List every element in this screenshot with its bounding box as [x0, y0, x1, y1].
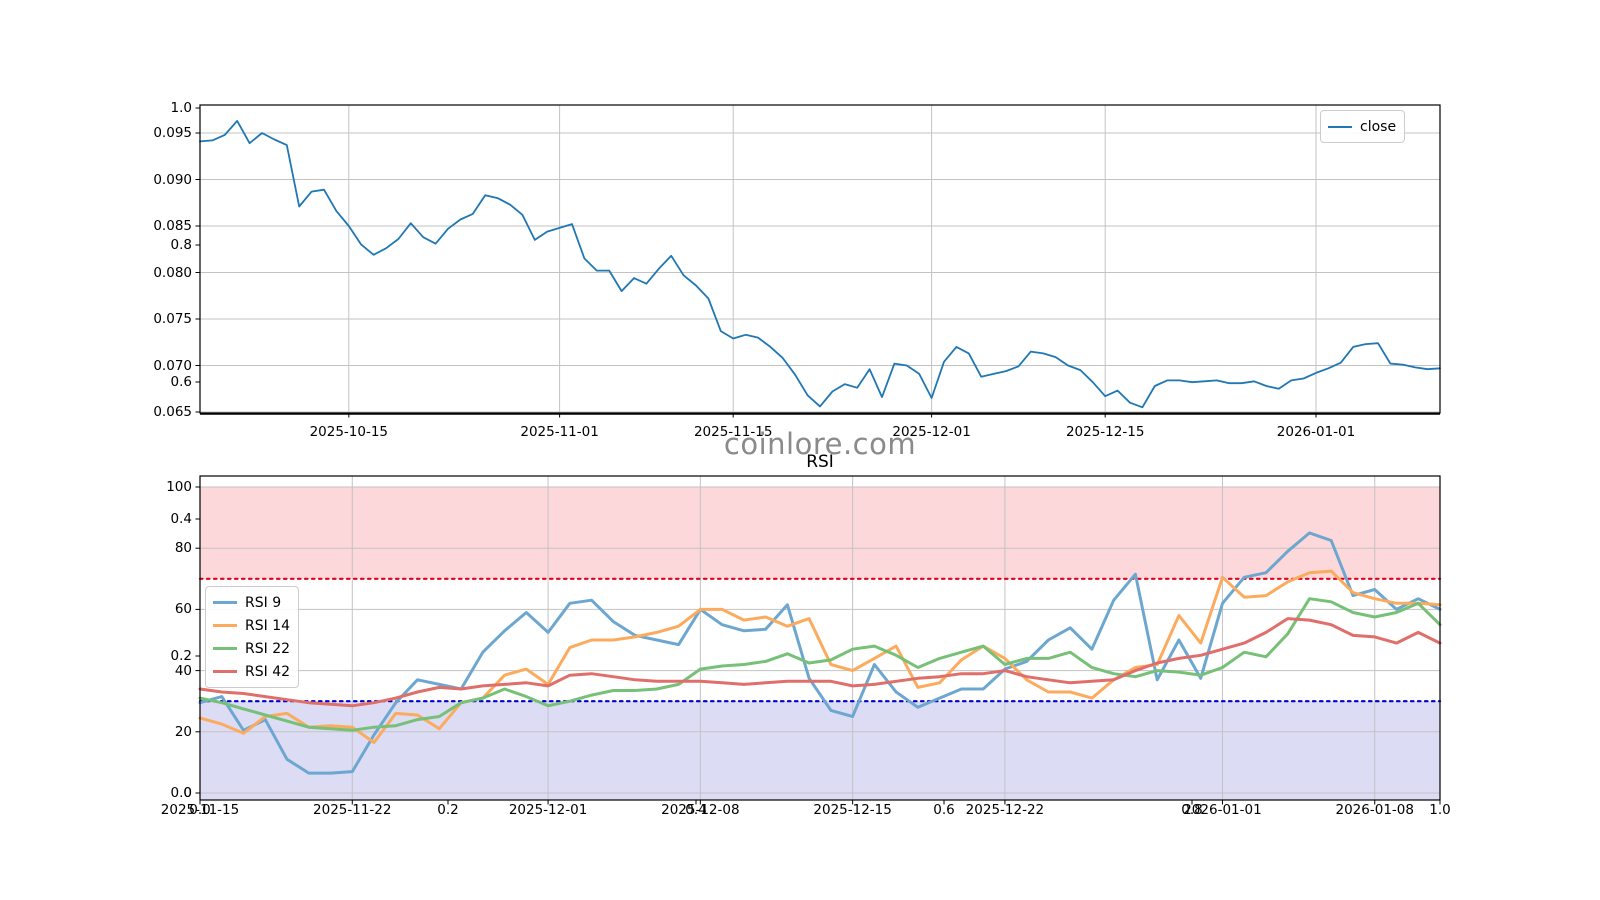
rsi9-line-swatch — [213, 601, 237, 604]
legend-item-rsi42: RSI 42 — [213, 660, 290, 683]
rsi-chart-title: RSI — [806, 452, 834, 472]
price-x-tick-label: 2025-10-15 — [309, 424, 389, 440]
price-y-tick-label: 0.090 — [153, 171, 192, 188]
legend-item-rsi9: RSI 9 — [213, 591, 290, 614]
price-y-tick-label: 0.095 — [153, 125, 192, 141]
overlay-x-tick-label: 0.8 — [1181, 802, 1203, 818]
rsi-x-tick-label: 2026-01-01 — [1183, 802, 1262, 818]
rsi-y-tick-label: 20 — [174, 723, 192, 740]
rsi-x-tick-label: 2025-11-15 — [160, 802, 240, 818]
overlay-x-tick-label: 0.6 — [933, 802, 955, 818]
rsi22-line-swatch — [213, 647, 237, 650]
overlay-y-tick-label: 0.0 — [170, 785, 192, 801]
rsi-x-tick-label: 2025-12-22 — [965, 802, 1045, 818]
rsi-x-tick-label: 2025-12-01 — [508, 802, 588, 818]
price-y-tick-label: 0.070 — [153, 357, 192, 374]
overlay-y-tick-label: 0.6 — [170, 374, 192, 390]
price-x-tick-label: 2025-12-01 — [892, 424, 971, 440]
rsi42-line-swatch — [213, 670, 237, 673]
price-y-tick-label: 0.065 — [153, 404, 192, 420]
legend-label-rsi22: RSI 22 — [245, 640, 291, 657]
overlay-x-tick-label: 0.4 — [685, 802, 707, 818]
rsi-y-tick-label: 100 — [166, 479, 192, 495]
overlay-y-tick-label: 0.2 — [170, 648, 192, 664]
rsi14-line-swatch — [213, 624, 237, 627]
rsi-x-tick-label: 2025-12-15 — [813, 802, 892, 818]
price-x-tick-label: 2025-11-15 — [693, 424, 773, 440]
overlay-y-tick-label: 1.0 — [170, 100, 192, 116]
legend-item-close: close — [1328, 115, 1396, 138]
overlay-x-tick-label: 0.0 — [189, 802, 211, 818]
legend-label-rsi14: RSI 14 — [245, 617, 291, 634]
legend-label-rsi9: RSI 9 — [245, 594, 282, 611]
price-y-tick-label: 0.075 — [153, 311, 192, 327]
rsi-y-tick-label: 0 — [183, 785, 192, 801]
legend-label-rsi42: RSI 42 — [245, 663, 291, 680]
rsi-legend[interactable]: RSI 9 RSI 14 RSI 22 RSI 42 — [205, 586, 300, 688]
rsi-x-tick-label: 2025-11-22 — [313, 802, 392, 818]
rsi-y-tick-label: 40 — [174, 662, 192, 679]
legend-item-rsi14: RSI 14 — [213, 614, 290, 637]
close-line-swatch — [1328, 125, 1352, 128]
price-x-tick-label: 2025-12-15 — [1065, 424, 1145, 440]
rsi-y-tick-label: 80 — [174, 540, 192, 557]
overlay-y-tick-label: 0.8 — [170, 237, 192, 253]
rsi-x-tick-label: 2026-01-08 — [1335, 802, 1414, 818]
legend-label-close: close — [1360, 118, 1397, 135]
price-y-tick-label: 0.085 — [153, 218, 192, 234]
overlay-x-tick-label: 1.0 — [1429, 802, 1451, 818]
rsi-y-tick-label: 60 — [174, 601, 192, 618]
legend-item-rsi22: RSI 22 — [213, 637, 290, 660]
price-y-tick-label: 0.080 — [153, 264, 192, 281]
watermark: coinlore.com — [723, 427, 917, 461]
overlay-x-tick-label: 0.2 — [437, 802, 459, 818]
price-legend[interactable]: close — [1320, 110, 1406, 143]
overlay-y-tick-label: 0.4 — [170, 511, 192, 527]
price-x-tick-label: 2025-11-01 — [520, 424, 599, 440]
price-x-tick-label: 2026-01-01 — [1276, 424, 1356, 440]
rsi-x-tick-label: 2025-12-08 — [661, 802, 740, 818]
